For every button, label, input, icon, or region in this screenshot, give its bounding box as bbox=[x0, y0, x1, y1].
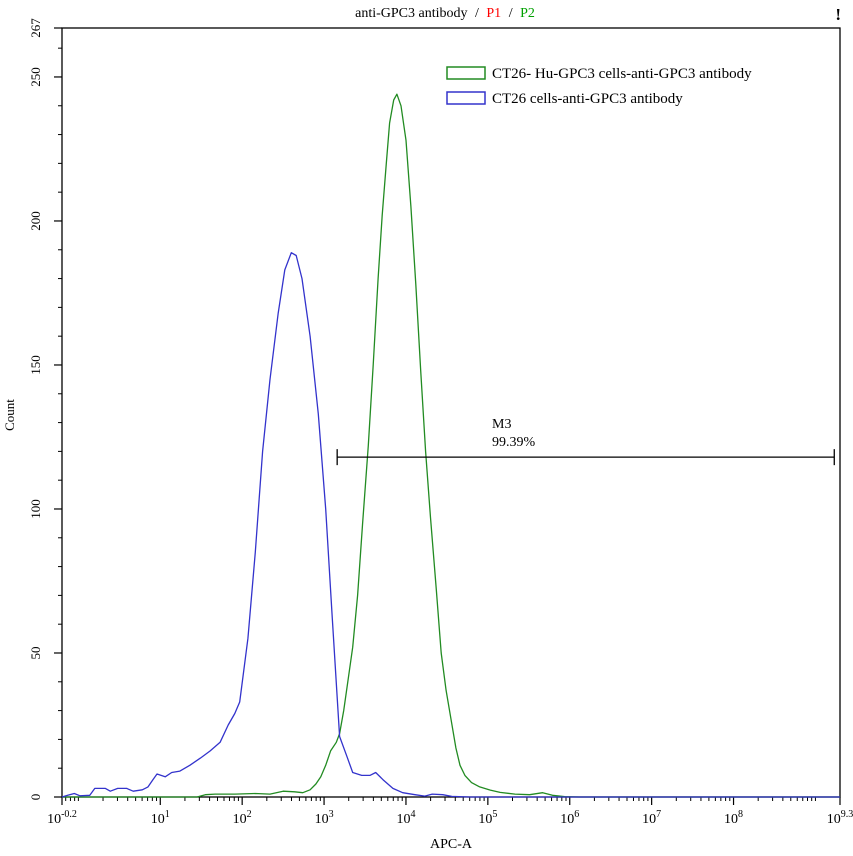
y-tick-label: 50 bbox=[28, 646, 43, 659]
chart-title-separator: / bbox=[509, 6, 513, 21]
plot-frame bbox=[61, 27, 841, 798]
x-tick-exponent: 7 bbox=[656, 809, 661, 820]
x-axis-title: APC-A bbox=[430, 837, 473, 852]
x-tick-exponent: 9.3 bbox=[841, 809, 853, 820]
legend-swatch-green bbox=[446, 66, 486, 80]
x-tick-exponent: 1 bbox=[165, 809, 170, 820]
x-tick-label: 103 bbox=[315, 809, 334, 827]
legend-label-blue: CT26 cells-anti-GPC3 antibody bbox=[492, 91, 683, 107]
y-tick-label: 0 bbox=[28, 794, 43, 801]
x-tick-exponent: 4 bbox=[410, 809, 415, 820]
x-tick-exponent: 2 bbox=[247, 809, 252, 820]
x-tick-label: 107 bbox=[642, 809, 661, 827]
histogram-curves bbox=[61, 93, 840, 798]
x-axis-ticks: 10-0.2 101 102 103 104 105 106 107 108 109.3 bbox=[47, 797, 853, 827]
legend-swatch-blue bbox=[446, 91, 486, 105]
x-tick-label: 105 bbox=[478, 809, 497, 827]
x-tick-label: 104 bbox=[396, 809, 415, 827]
chart-title-separator: / bbox=[475, 6, 479, 21]
x-tick-exponent: 5 bbox=[492, 809, 497, 820]
legend: CT26- Hu-GPC3 cells-anti-GPC3 antibody C… bbox=[446, 66, 752, 107]
y-axis-ticks: 0 50 100 150 200 250 267 bbox=[28, 18, 62, 801]
y-tick-label: 267 bbox=[28, 18, 43, 38]
x-tick-label: 10-0.2 bbox=[47, 809, 77, 827]
y-tick-label: 250 bbox=[28, 67, 43, 87]
x-tick-label: 106 bbox=[560, 809, 579, 827]
x-tick-label: 102 bbox=[233, 809, 252, 827]
x-tick-exponent: 8 bbox=[738, 809, 743, 820]
y-tick-label: 200 bbox=[28, 211, 43, 231]
gate-marker-label: M3 bbox=[492, 417, 511, 432]
curve-1 bbox=[61, 252, 840, 798]
chart-title-gate-p2: P2 bbox=[520, 6, 535, 21]
x-tick-label: 108 bbox=[724, 809, 743, 827]
x-tick-exponent: 6 bbox=[574, 809, 579, 820]
chart-title: anti-GPC3 antibody / P1 / P2 bbox=[355, 6, 535, 21]
chart-title-sample: anti-GPC3 antibody bbox=[355, 6, 467, 21]
alert-icon: ! bbox=[835, 5, 841, 24]
x-tick-exponent: 3 bbox=[329, 809, 334, 820]
gate-marker-percent: 99.39% bbox=[492, 435, 536, 450]
x-tick-label: 101 bbox=[151, 809, 170, 827]
curve-0 bbox=[62, 93, 840, 798]
y-tick-label: 150 bbox=[28, 355, 43, 375]
x-tick-label: 109.3 bbox=[827, 809, 853, 827]
x-tick-exponent: -0.2 bbox=[61, 809, 77, 820]
gate-marker-m3[interactable] bbox=[336, 449, 835, 466]
y-tick-label: 100 bbox=[28, 499, 43, 518]
legend-label-green: CT26- Hu-GPC3 cells-anti-GPC3 antibody bbox=[492, 66, 752, 82]
chart-title-gate-p1: P1 bbox=[486, 6, 501, 21]
y-axis-title: Count bbox=[2, 399, 17, 431]
